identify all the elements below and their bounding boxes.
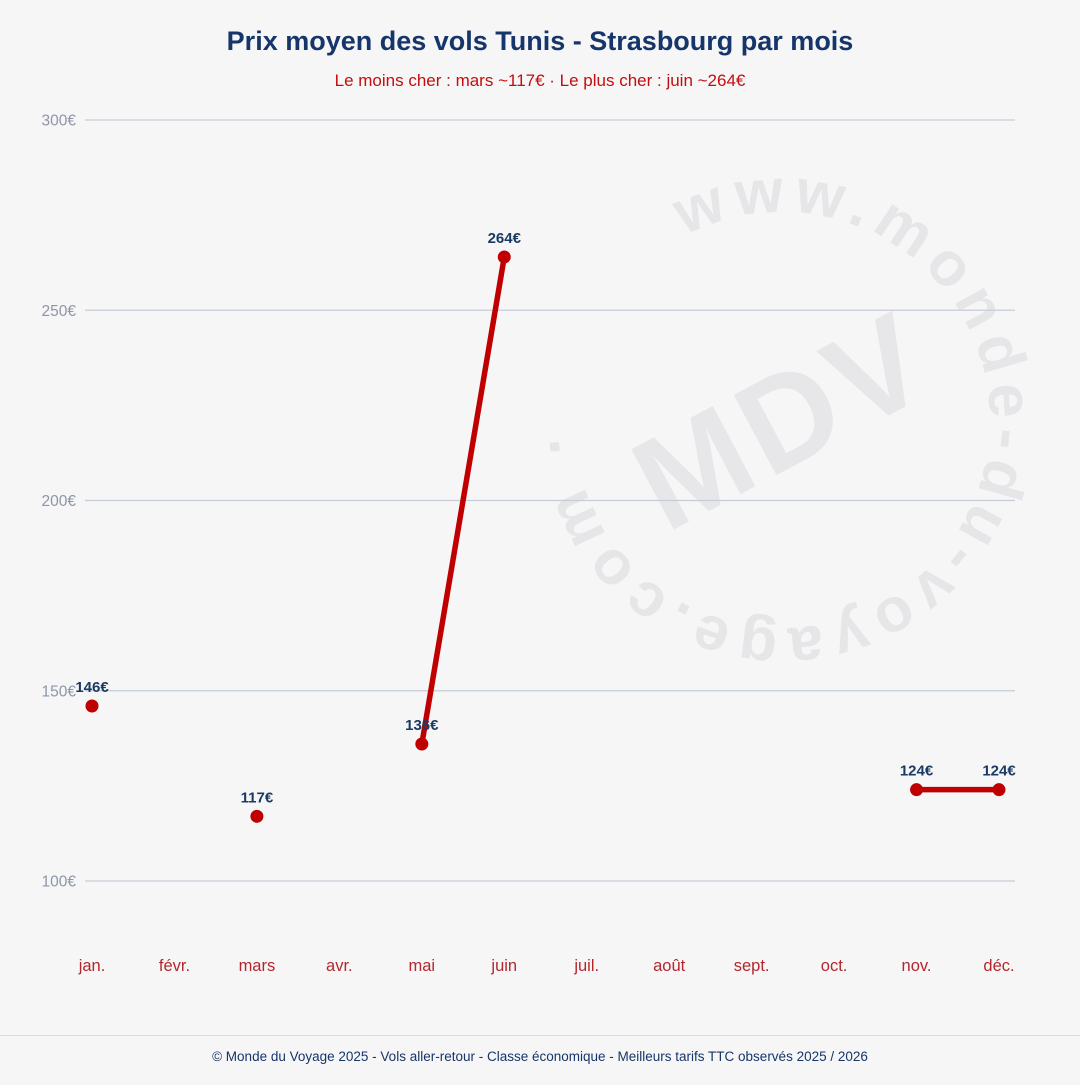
y-axis-label: 100€ bbox=[42, 874, 77, 891]
x-axis-label: sept. bbox=[734, 957, 770, 975]
x-axis-label: jan. bbox=[78, 957, 106, 975]
data-point bbox=[85, 699, 99, 713]
watermark: www.monde-du-voyage.com · MDV bbox=[424, 63, 1080, 777]
footer-text: © Monde du Voyage 2025 - Vols aller-reto… bbox=[212, 1049, 868, 1064]
data-point-label: 136€ bbox=[405, 717, 439, 734]
x-axis-label: mars bbox=[239, 957, 276, 975]
x-axis-label: août bbox=[653, 957, 686, 975]
x-axis-label: oct. bbox=[821, 957, 848, 975]
chart-header: Prix moyen des vols Tunis - Strasbourg p… bbox=[0, 0, 1080, 91]
x-axis-labels: jan. févr. mars avr. mai juin juil. août sept. oc… bbox=[78, 957, 1015, 975]
x-axis-label: juil. bbox=[573, 957, 599, 975]
footer: © Monde du Voyage 2025 - Vols aller-reto… bbox=[0, 1035, 1080, 1080]
data-point bbox=[415, 737, 429, 751]
x-axis-label: avr. bbox=[326, 957, 353, 975]
data-point-label: 117€ bbox=[241, 789, 274, 806]
x-axis-label: févr. bbox=[159, 957, 190, 975]
chart-subtitle: Le moins cher : mars ~117€ · Le plus che… bbox=[334, 71, 746, 90]
gridlines: 100€ 150€ 200€ 250€ 300€ bbox=[42, 113, 1015, 891]
x-axis-label: déc. bbox=[983, 957, 1014, 975]
y-axis-label: 300€ bbox=[42, 113, 77, 130]
x-axis-label: nov. bbox=[902, 957, 932, 975]
series-line bbox=[419, 254, 1002, 793]
data-point-label: 124€ bbox=[982, 763, 1016, 780]
data-point bbox=[497, 250, 511, 264]
y-axis-label: 250€ bbox=[42, 303, 77, 320]
data-point-label: 264€ bbox=[488, 230, 522, 247]
watermark-center-text: MDV bbox=[610, 282, 954, 558]
data-point bbox=[910, 783, 924, 797]
y-axis-label: 150€ bbox=[42, 683, 77, 700]
data-points: 146€ 117€ 136€ 264€ 124€ 124€ bbox=[75, 230, 1016, 823]
data-point-label: 146€ bbox=[75, 679, 109, 696]
x-axis-label: juin bbox=[490, 957, 517, 975]
x-axis-label: mai bbox=[409, 957, 436, 975]
data-point-label: 124€ bbox=[900, 763, 934, 780]
line-segment bbox=[419, 254, 508, 747]
y-axis-label: 200€ bbox=[42, 493, 77, 510]
data-point bbox=[992, 783, 1006, 797]
data-point bbox=[250, 809, 264, 823]
chart-title: Prix moyen des vols Tunis - Strasbourg p… bbox=[226, 26, 854, 56]
